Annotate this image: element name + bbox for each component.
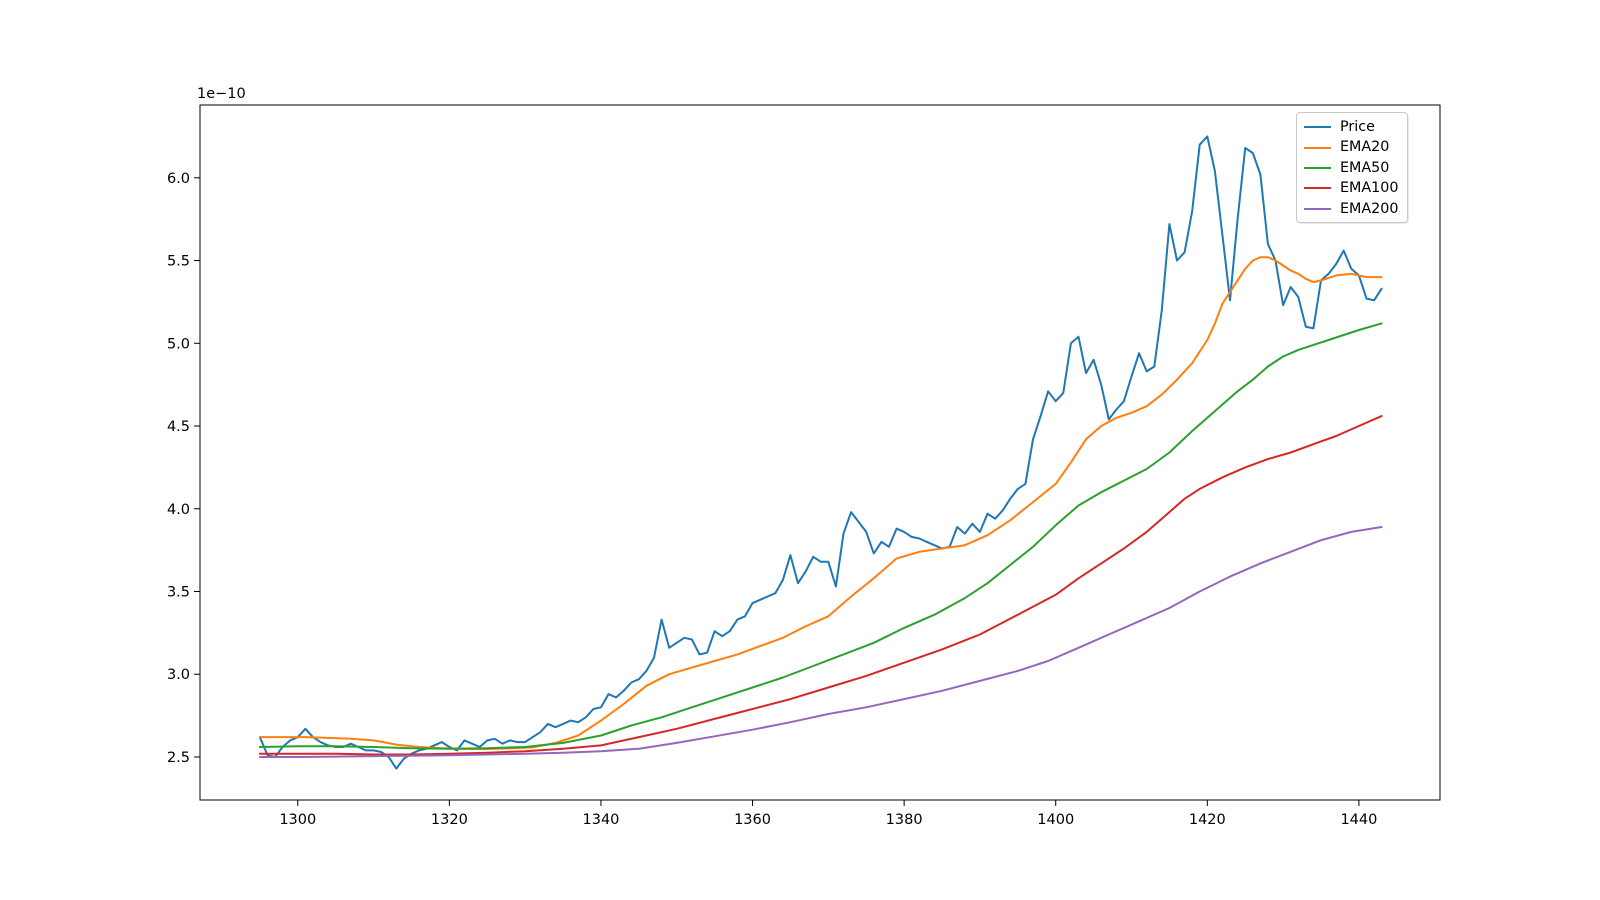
legend-line-swatch — [1304, 187, 1331, 190]
x-tick-label: 1420 — [1189, 812, 1226, 828]
y-tick-label: 5.0 — [167, 336, 190, 352]
legend-item: EMA100 — [1304, 178, 1407, 198]
y-tick-label: 3.5 — [167, 585, 190, 601]
legend-item: Price — [1304, 117, 1407, 137]
price-line — [258, 135, 1383, 770]
x-tick-label: 1380 — [886, 812, 923, 828]
x-tick-label: 1320 — [431, 812, 468, 828]
y-tick-label: 5.5 — [167, 254, 190, 270]
legend-label: EMA20 — [1340, 139, 1390, 156]
legend-line-swatch — [1304, 207, 1331, 210]
y-tick-label: 6.0 — [167, 171, 190, 187]
ema20-line — [258, 256, 1383, 750]
ema50-line — [258, 322, 1383, 750]
x-tick-label: 1400 — [1037, 812, 1074, 828]
y-axis-offset-label: 1e−10 — [197, 86, 246, 102]
legend-item: EMA200 — [1304, 199, 1407, 219]
legend-label: EMA200 — [1340, 200, 1399, 217]
y-tick-label: 3.0 — [167, 667, 190, 683]
legend-label: Price — [1340, 119, 1375, 136]
y-tick-label: 4.0 — [167, 502, 190, 518]
legend-label: EMA100 — [1340, 180, 1399, 197]
legend-line-swatch — [1304, 126, 1331, 129]
legend-line-swatch — [1304, 166, 1331, 169]
legend: Price EMA20 EMA50 EMA100 EMA200 — [1296, 112, 1408, 223]
y-tick-label: 4.5 — [167, 419, 190, 435]
x-tick-label: 1360 — [734, 812, 771, 828]
legend-line-swatch — [1304, 146, 1331, 149]
legend-item: EMA20 — [1304, 137, 1407, 157]
x-tick-label: 1300 — [279, 812, 316, 828]
legend-label: EMA50 — [1340, 159, 1390, 176]
axes-frame — [199, 104, 1441, 801]
y-tick-label: 2.5 — [167, 750, 190, 766]
ema100-line — [258, 415, 1383, 756]
x-tick-label: 1340 — [583, 812, 620, 828]
legend-item: EMA50 — [1304, 158, 1407, 178]
ema200-line — [258, 526, 1383, 758]
x-tick-label: 1440 — [1340, 812, 1377, 828]
